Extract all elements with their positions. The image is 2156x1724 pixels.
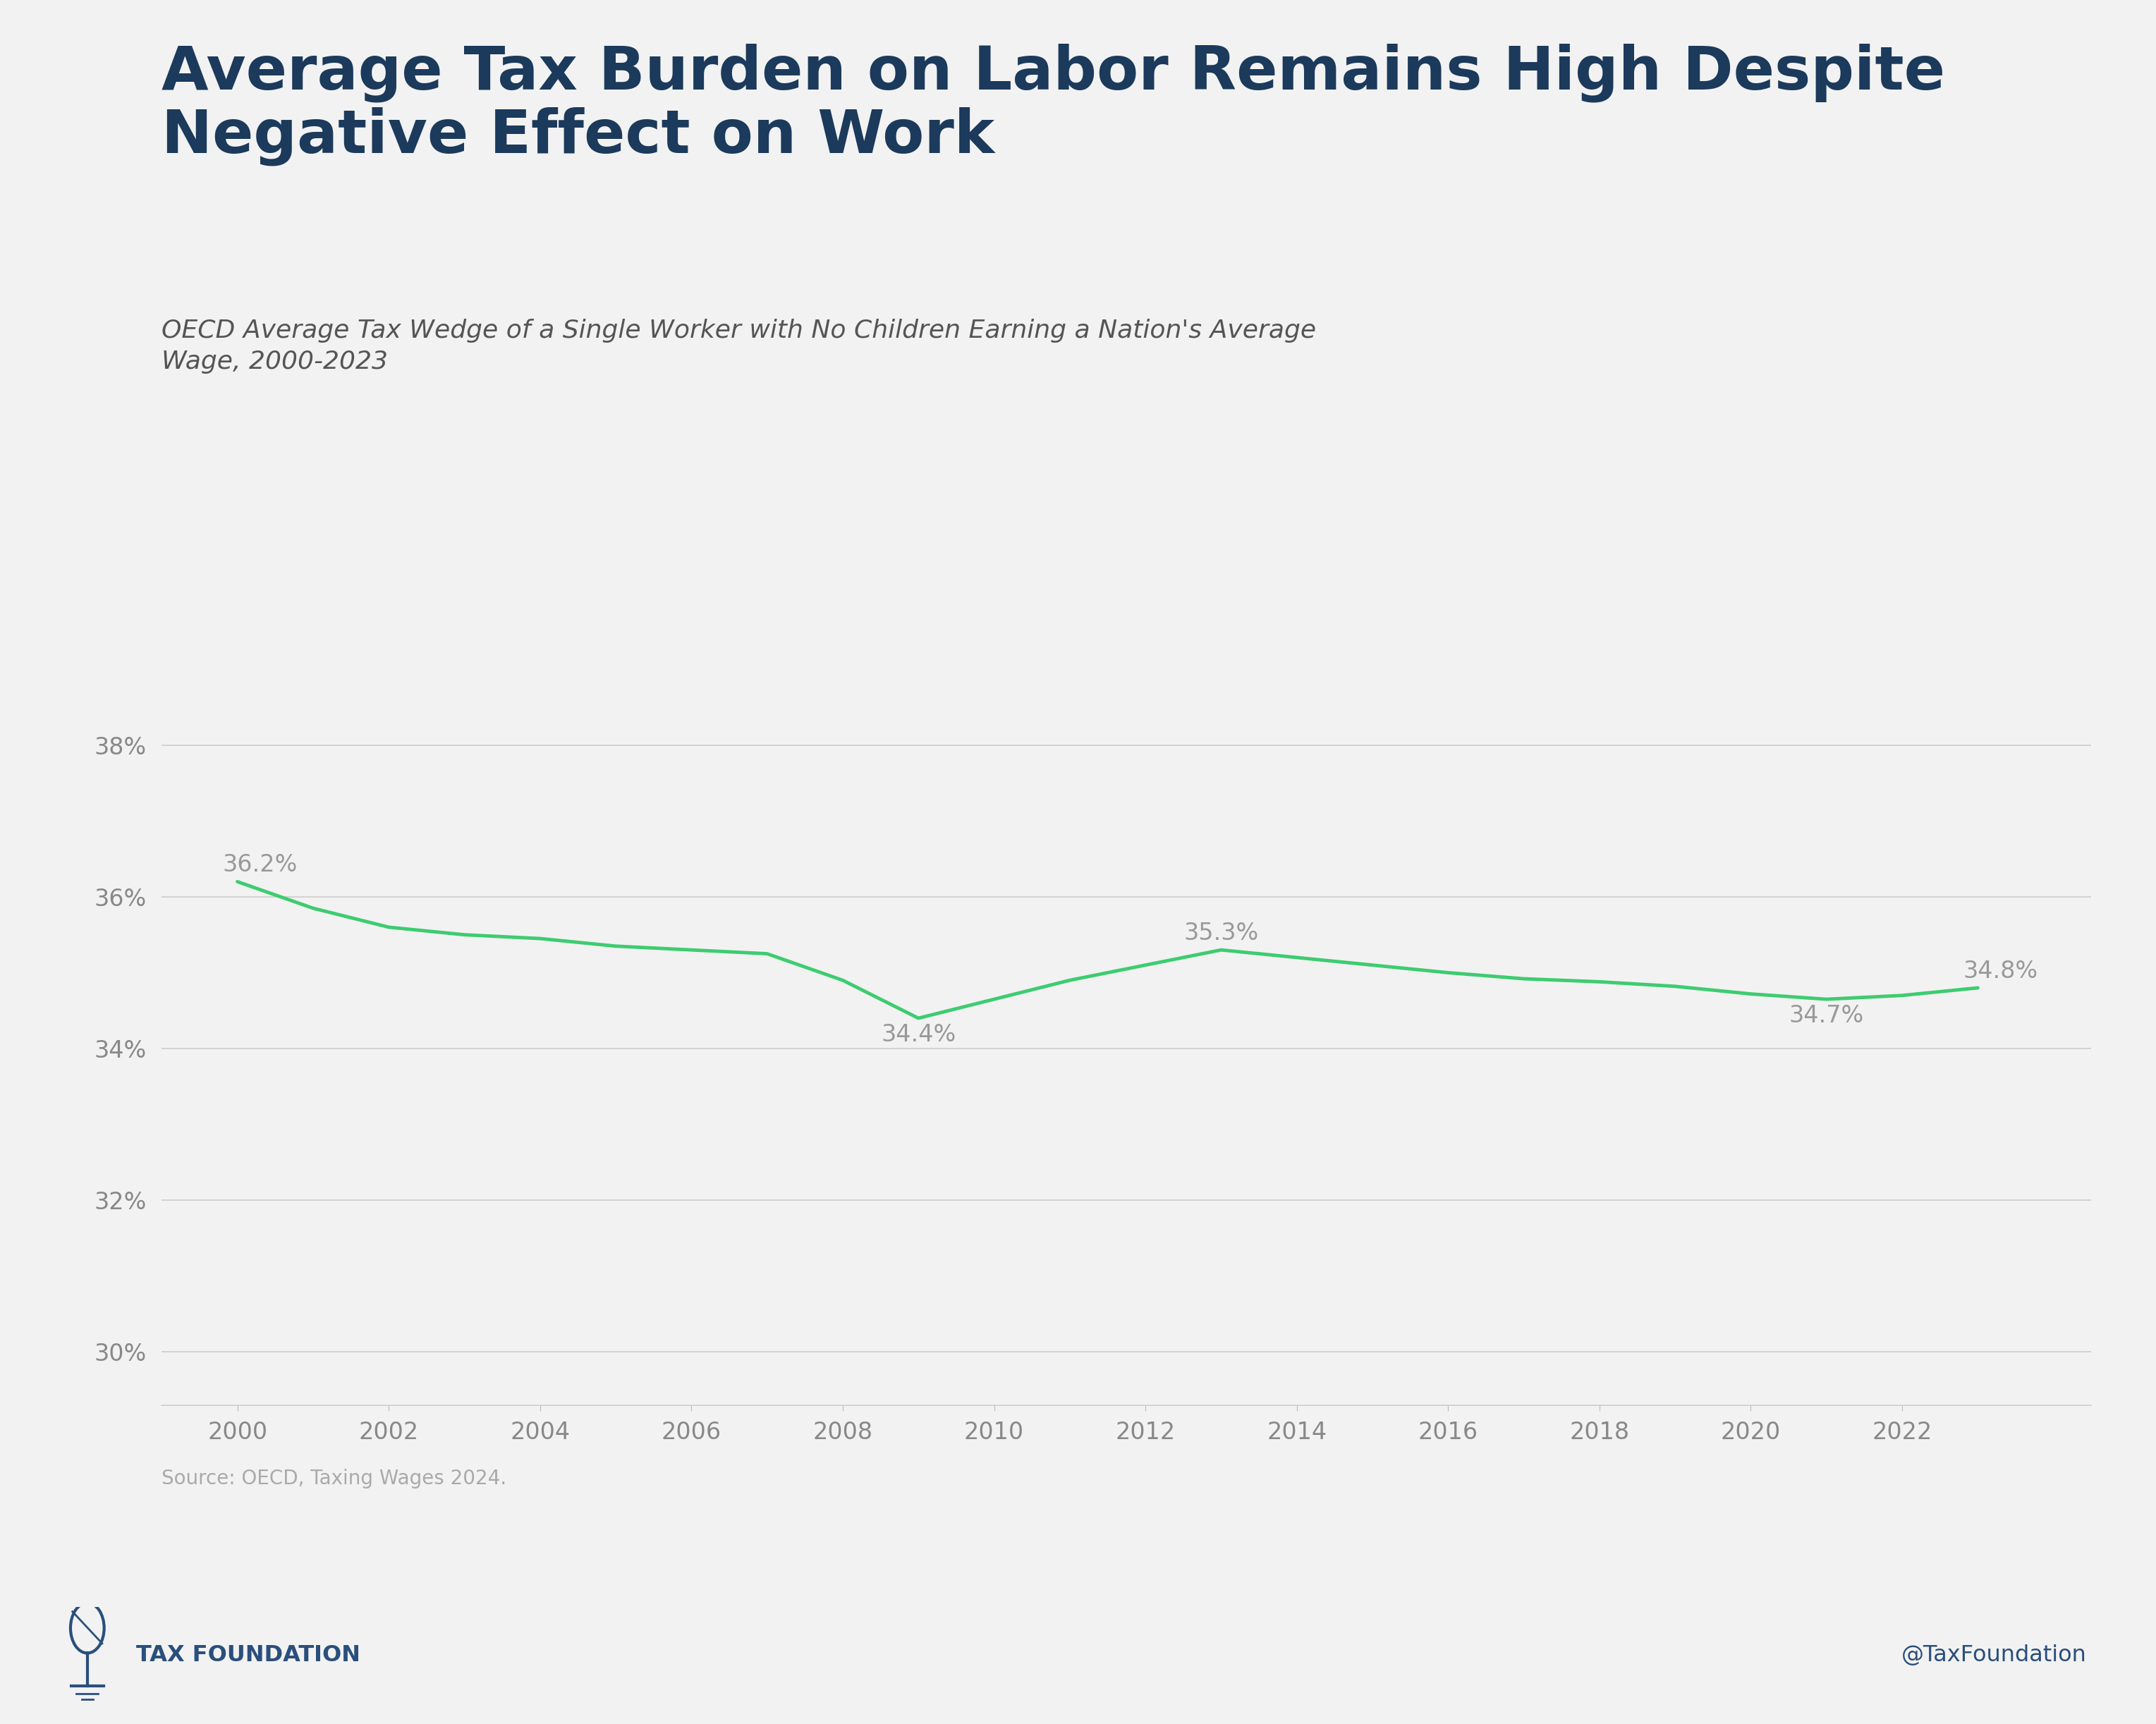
Text: Average Tax Burden on Labor Remains High Despite
Negative Effect on Work: Average Tax Burden on Labor Remains High… (162, 43, 1945, 166)
Text: @TaxFoundation: @TaxFoundation (1902, 1645, 2087, 1665)
Text: OECD Average Tax Wedge of a Single Worker with No Children Earning a Nation's Av: OECD Average Tax Wedge of a Single Worke… (162, 319, 1317, 374)
Text: 34.7%: 34.7% (1789, 1005, 1865, 1028)
Text: 34.4%: 34.4% (882, 1024, 955, 1046)
Text: 34.8%: 34.8% (1964, 960, 2037, 983)
Text: 35.3%: 35.3% (1184, 922, 1259, 945)
Text: 36.2%: 36.2% (222, 853, 298, 876)
Text: Source: OECD, Taxing Wages 2024.: Source: OECD, Taxing Wages 2024. (162, 1469, 507, 1488)
Text: TAX FOUNDATION: TAX FOUNDATION (136, 1645, 360, 1665)
